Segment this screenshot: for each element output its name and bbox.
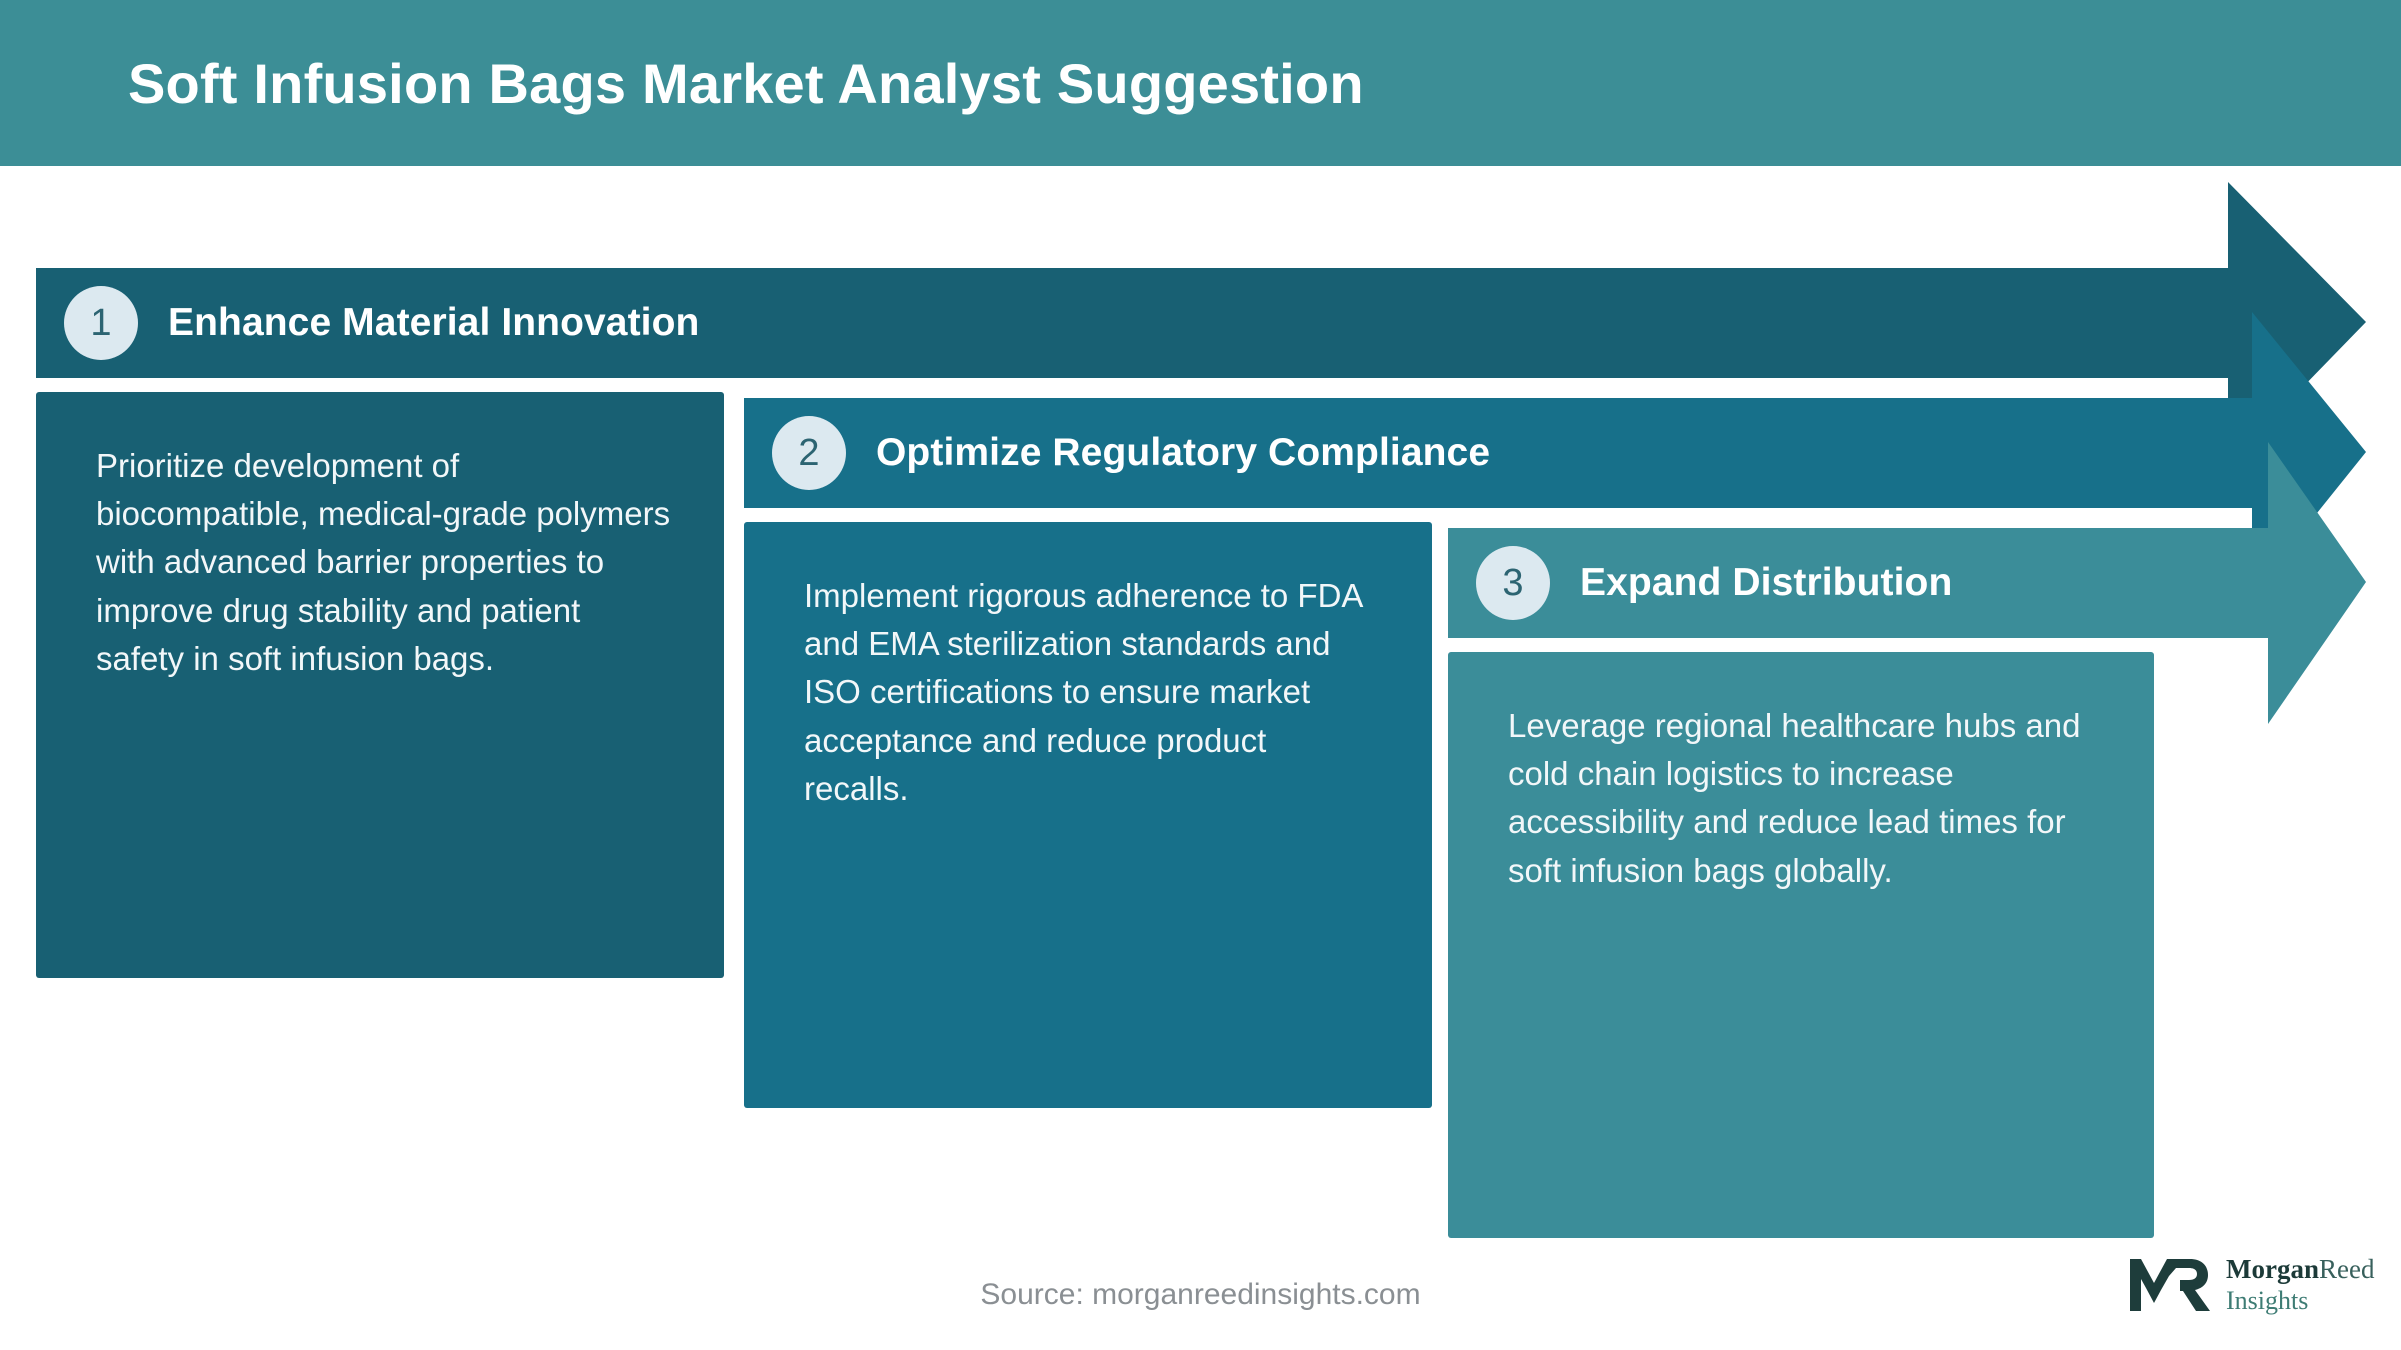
brand-wordmark: MorganReed Insights — [2226, 1256, 2374, 1314]
step-body-1: Prioritize development of biocompatible,… — [96, 447, 671, 677]
step-number-badge-3: 3 — [1476, 546, 1550, 620]
step-band-3[interactable]: 3 Expand Distribution — [1448, 528, 2268, 638]
step-title-3: Expand Distribution — [1580, 561, 1953, 604]
page-header: Soft Infusion Bags Market Analyst Sugges… — [0, 0, 2401, 166]
brand-name-line-1: MorganReed — [2226, 1256, 2374, 1283]
step-body-3: Leverage regional healthcare hubs and co… — [1508, 707, 2081, 889]
step-band-1[interactable]: 1 Enhance Material Innovation — [36, 268, 2228, 378]
step-band-2[interactable]: 2 Optimize Regulatory Compliance — [744, 398, 2252, 508]
step-card-3: Leverage regional healthcare hubs and co… — [1448, 652, 2154, 1238]
brand-name-reed: Reed — [2318, 1254, 2375, 1284]
step-card-2: Implement rigorous adherence to FDA and … — [744, 522, 1432, 1108]
step-number-badge-2: 2 — [772, 416, 846, 490]
brand-name-insights: Insights — [2226, 1286, 2309, 1315]
page-title: Soft Infusion Bags Market Analyst Sugges… — [128, 51, 1364, 115]
brand-name-morgan: Morgan — [2226, 1254, 2319, 1284]
source-note: Source: morganreedinsights.com — [980, 1278, 1421, 1311]
step-card-1: Prioritize development of biocompatible,… — [36, 392, 724, 978]
morgan-reed-monogram-icon — [2130, 1259, 2210, 1311]
step-body-2: Implement rigorous adherence to FDA and … — [804, 577, 1362, 807]
step-number-badge-1: 1 — [64, 286, 138, 360]
step-title-2: Optimize Regulatory Compliance — [876, 431, 1491, 474]
brand-logo: MorganReed Insights — [2128, 1256, 2374, 1314]
step-title-1: Enhance Material Innovation — [168, 301, 700, 344]
